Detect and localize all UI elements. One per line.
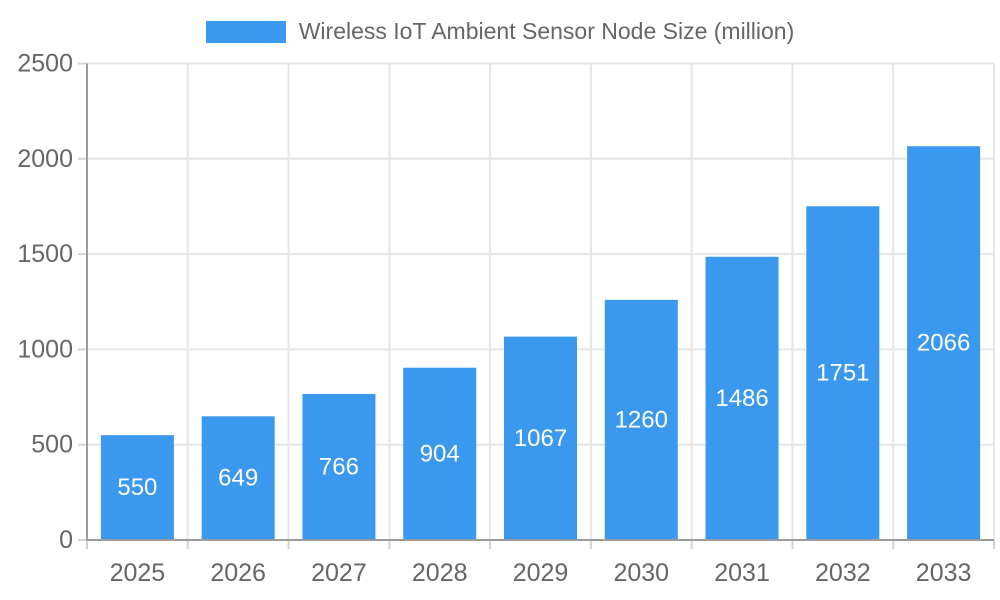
- bar: [201, 416, 275, 540]
- y-tick-label: 2500: [17, 50, 73, 78]
- bar: [100, 435, 174, 540]
- bar: [806, 206, 880, 540]
- legend-label: Wireless IoT Ambient Sensor Node Size (m…: [298, 18, 795, 44]
- y-tick-label: 1500: [17, 240, 73, 268]
- y-tick-label: 0: [59, 526, 73, 554]
- bar-value-label: 1486: [715, 385, 768, 412]
- x-tick-label: 2033: [916, 559, 972, 587]
- x-tick-label: 2031: [714, 559, 770, 587]
- bar: [504, 336, 577, 540]
- bar: [604, 299, 678, 540]
- x-tick-label: 2026: [210, 559, 266, 587]
- x-tick-label: 2030: [613, 559, 669, 587]
- x-tick-label: 2028: [412, 559, 468, 587]
- bar-value-label: 1260: [615, 406, 668, 433]
- bar-value-label: 1067: [514, 425, 567, 452]
- bar: [302, 394, 376, 540]
- x-tick-label: 2029: [513, 559, 569, 587]
- bar: [403, 367, 477, 540]
- bar-value-label: 1751: [816, 360, 869, 387]
- y-tick-label: 2000: [17, 145, 73, 173]
- chart-legend[interactable]: Wireless IoT Ambient Sensor Node Size (m…: [0, 20, 1000, 43]
- bar: [705, 256, 779, 540]
- x-tick-label: 2025: [110, 559, 166, 587]
- legend-swatch-icon: [205, 20, 286, 43]
- x-tick-label: 2027: [311, 559, 367, 587]
- bar: [907, 146, 981, 540]
- x-tick-label: 2032: [815, 559, 871, 587]
- bar-value-label: 649: [218, 465, 258, 492]
- bar-value-label: 2066: [917, 330, 970, 357]
- bar-value-label: 904: [420, 440, 460, 467]
- y-tick-label: 1000: [17, 335, 73, 363]
- bar-value-label: 550: [117, 474, 157, 501]
- y-tick-label: 500: [31, 431, 73, 459]
- bar-value-label: 766: [319, 454, 359, 481]
